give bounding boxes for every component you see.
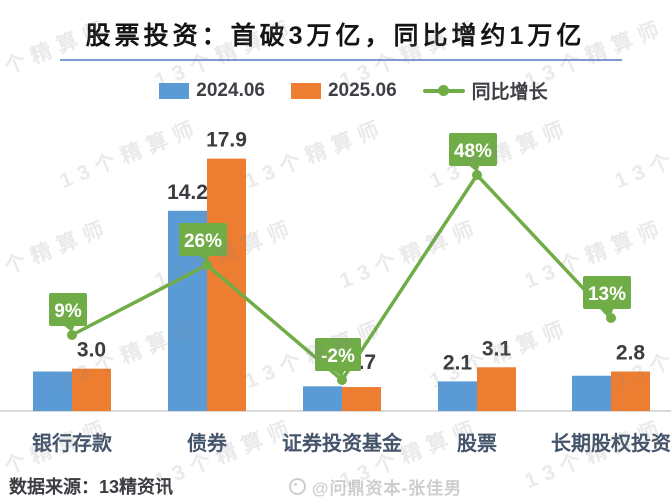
- growth-callout-债券: [179, 223, 227, 256]
- value-label-2025.06-债券: 17.9: [206, 129, 247, 152]
- legend-swatch-2025-icon: [290, 82, 321, 99]
- growth-callout-label: 13%: [588, 284, 626, 305]
- growth-point-债券: [202, 260, 212, 270]
- growth-point-银行存款: [67, 330, 77, 340]
- growth-callout-label: 26%: [184, 231, 222, 252]
- bar-2025.06-证券投资基金: [342, 387, 381, 411]
- legend-label-growth: 同比增长: [471, 82, 548, 103]
- category-label-长期股权投资: 长期股权投资: [551, 431, 671, 455]
- legend-item-2025: 2025.06: [290, 79, 397, 102]
- legend-item-2024: 2024.06: [159, 80, 265, 102]
- growth-callout-label: 48%: [454, 141, 492, 162]
- growth-callout-银行存款: [49, 293, 87, 326]
- bar-2024.06-证券投资基金: [303, 386, 342, 411]
- bar-2025.06-长期股权投资: [611, 371, 650, 411]
- growth-callout-label: -2%: [321, 346, 355, 367]
- legend-label-2024: 2024.06: [196, 79, 265, 101]
- value-label-2025.06-股票: 3.1: [482, 337, 512, 360]
- category-label-债券: 债券: [187, 431, 228, 455]
- legend: 2024.06 2025.06 同比增长: [36, 77, 671, 104]
- growth-callout-股票: [449, 133, 497, 166]
- weibo-logo-icon: [288, 478, 306, 495]
- category-label-银行存款: 银行存款: [32, 431, 113, 455]
- bar-2025.06-银行存款: [72, 368, 111, 411]
- chart-title: 股票投资：首破3万亿，同比增约1万亿: [85, 22, 586, 50]
- legend-item-growth: 同比增长: [422, 77, 548, 104]
- growth-callout-证券投资基金: [315, 338, 361, 371]
- value-label-2025.06-长期股权投资: 2.8: [616, 342, 646, 365]
- growth-callout-长期股权投资: [583, 276, 631, 309]
- growth-point-长期股权投资: [606, 313, 616, 323]
- legend-label-2025: 2025.06: [327, 79, 397, 101]
- value-label-2025.06-银行存款: 3.0: [77, 339, 106, 362]
- category-label-证券投资基金: 证券投资基金: [282, 431, 403, 455]
- growth-point-证券投资基金: [337, 375, 347, 385]
- bar-2024.06-股票: [438, 381, 477, 411]
- legend-line-dot-icon: [422, 84, 465, 96]
- growth-callout-label: 9%: [54, 301, 82, 322]
- bar-2024.06-长期股权投资: [572, 375, 611, 411]
- value-label-2024.06-债券: 14.2: [167, 181, 208, 204]
- bar-2024.06-银行存款: [33, 371, 72, 411]
- bar-2025.06-股票: [477, 367, 516, 411]
- category-label-股票: 股票: [457, 432, 497, 455]
- legend-swatch-2024-icon: [159, 82, 190, 99]
- title-underline: [60, 59, 622, 61]
- credit-watermark-text: @问鼎资本-张佳男: [311, 479, 463, 498]
- value-label-2024.06-股票: 2.1: [443, 351, 473, 374]
- credit-watermark: @问鼎资本-张佳男: [80, 474, 671, 499]
- bar-2025.06-债券: [207, 158, 246, 411]
- data-source: 数据来源：13精资讯: [9, 477, 174, 497]
- growth-point-股票: [472, 170, 482, 180]
